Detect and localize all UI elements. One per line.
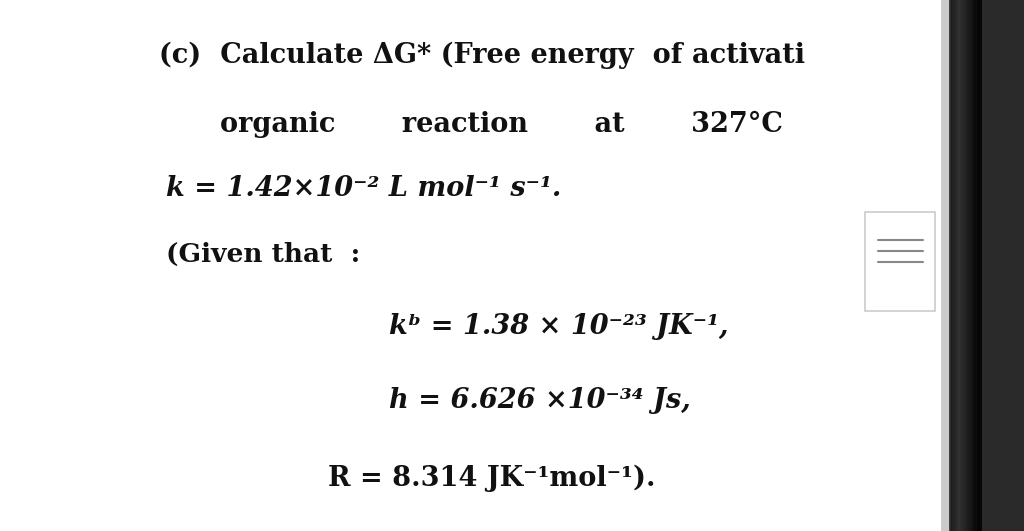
Bar (968, 0, 970, 531)
Bar (957, 0, 959, 531)
Bar (980, 0, 982, 531)
Bar (967, 0, 968, 531)
Bar (972, 0, 974, 531)
Bar (941, 0, 951, 531)
Bar (963, 0, 964, 531)
Bar (973, 0, 975, 531)
Bar (964, 0, 965, 531)
Bar (969, 0, 971, 531)
Bar (963, 0, 965, 531)
Bar (962, 0, 964, 531)
Bar (981, 0, 982, 531)
Bar (979, 0, 980, 531)
Bar (977, 0, 979, 531)
Text: R = 8.314 JK⁻¹mol⁻¹).: R = 8.314 JK⁻¹mol⁻¹). (328, 464, 655, 492)
Bar (971, 0, 973, 531)
Bar (962, 0, 963, 531)
Bar (951, 0, 952, 531)
Bar (965, 0, 966, 531)
Bar (961, 0, 962, 531)
Bar (952, 0, 953, 531)
Bar (950, 0, 951, 531)
Bar (954, 0, 956, 531)
Bar (971, 0, 972, 531)
Bar (951, 0, 953, 531)
Text: kᵇ = 1.38 × 10⁻²³ JK⁻¹,: kᵇ = 1.38 × 10⁻²³ JK⁻¹, (389, 313, 729, 340)
Bar (969, 0, 970, 531)
Text: (Given that  :: (Given that : (166, 242, 360, 268)
Bar (952, 0, 954, 531)
Bar (976, 0, 977, 531)
Bar (958, 0, 961, 531)
Bar (975, 0, 976, 531)
Bar (970, 0, 971, 531)
Bar (955, 0, 957, 531)
Bar (958, 0, 959, 531)
Bar (964, 0, 966, 531)
Text: h = 6.626 ×10⁻³⁴ Js,: h = 6.626 ×10⁻³⁴ Js, (389, 388, 691, 414)
Bar (965, 0, 967, 531)
Bar (961, 0, 963, 531)
Bar (972, 0, 973, 531)
Bar (975, 0, 977, 531)
Bar (970, 0, 972, 531)
Bar (968, 0, 969, 531)
Bar (978, 0, 980, 531)
FancyBboxPatch shape (865, 212, 935, 311)
Bar (959, 0, 961, 531)
Bar (954, 0, 955, 531)
Bar (956, 0, 957, 531)
Bar (979, 0, 981, 531)
Bar (981, 0, 983, 531)
Bar (967, 0, 969, 531)
Bar (966, 0, 968, 531)
Bar (978, 0, 979, 531)
Bar (950, 0, 952, 531)
Bar (949, 0, 951, 531)
Bar (980, 0, 981, 531)
Bar (974, 0, 976, 531)
Bar (955, 0, 956, 531)
Bar (973, 0, 974, 531)
Text: k = 1.42×10⁻² L mol⁻¹ s⁻¹.: k = 1.42×10⁻² L mol⁻¹ s⁻¹. (166, 175, 561, 202)
Text: organic       reaction       at       327°C: organic reaction at 327°C (220, 111, 783, 139)
Bar (977, 0, 978, 531)
Text: (c)  Calculate ΔG* (Free energy  of activati: (c) Calculate ΔG* (Free energy of activa… (159, 42, 805, 70)
Bar (953, 0, 955, 531)
Bar (976, 0, 978, 531)
Bar (959, 0, 962, 531)
Bar (956, 0, 958, 531)
Bar (953, 0, 954, 531)
